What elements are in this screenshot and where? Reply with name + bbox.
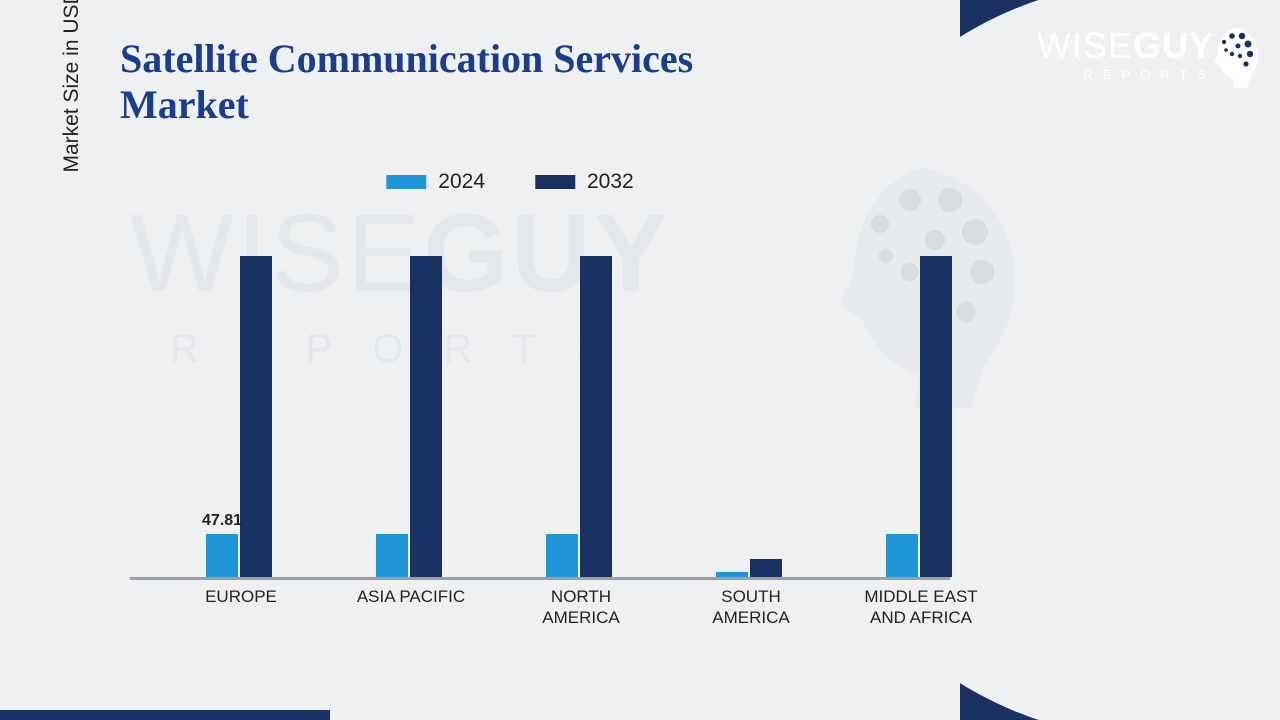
legend-item-2032: 2032 (535, 170, 634, 194)
bar-2024 (886, 534, 918, 577)
bar-2032 (580, 256, 612, 577)
bottom-strip (0, 710, 330, 720)
chart-title: Satellite Communication Services Market (120, 36, 800, 128)
bar-2032 (750, 559, 782, 577)
legend-label-2032: 2032 (587, 170, 634, 194)
legend-label-2024: 2024 (438, 170, 485, 194)
bar-2024 (376, 534, 408, 577)
category-label: EUROPE (171, 586, 311, 607)
chart-area: 2024 2032 Market Size in USD Billion 47.… (70, 170, 950, 690)
category-label: SOUTH AMERICA (681, 586, 821, 629)
legend: 2024 2032 (386, 170, 633, 194)
brand-logo: WISEGUY REPORTS (1037, 28, 1258, 81)
x-axis-baseline (130, 577, 950, 580)
bar-value-label: 47.81 (202, 512, 242, 530)
brand-head-icon (1202, 26, 1262, 90)
plot-area: 47.81 (130, 220, 950, 580)
category-label: MIDDLE EAST AND AFRICA (851, 586, 991, 629)
bar-2032 (410, 256, 442, 577)
bar-2024 (546, 534, 578, 577)
category-label: NORTH AMERICA (511, 586, 651, 629)
bar-2032 (920, 256, 952, 577)
y-axis-label: Market Size in USD Billion (60, 0, 84, 230)
category-label: ASIA PACIFIC (341, 586, 481, 607)
bar-2024 (206, 534, 238, 577)
legend-item-2024: 2024 (386, 170, 485, 194)
bar-2032 (240, 256, 272, 577)
legend-swatch-2032 (535, 175, 575, 189)
brand-subtitle: REPORTS (1037, 68, 1216, 81)
legend-swatch-2024 (386, 175, 426, 189)
brand-word-1: WISE (1037, 25, 1133, 66)
